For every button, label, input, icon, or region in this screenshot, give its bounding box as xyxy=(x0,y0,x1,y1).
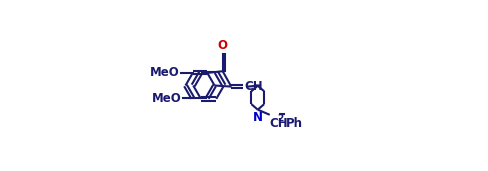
Text: CH: CH xyxy=(244,80,262,93)
Text: CH: CH xyxy=(269,116,288,129)
Text: Ph: Ph xyxy=(285,117,302,130)
Text: MeO: MeO xyxy=(150,66,180,79)
Text: N: N xyxy=(252,111,262,124)
Text: MeO: MeO xyxy=(152,92,181,105)
Text: 2: 2 xyxy=(277,114,283,123)
Text: O: O xyxy=(217,39,227,52)
